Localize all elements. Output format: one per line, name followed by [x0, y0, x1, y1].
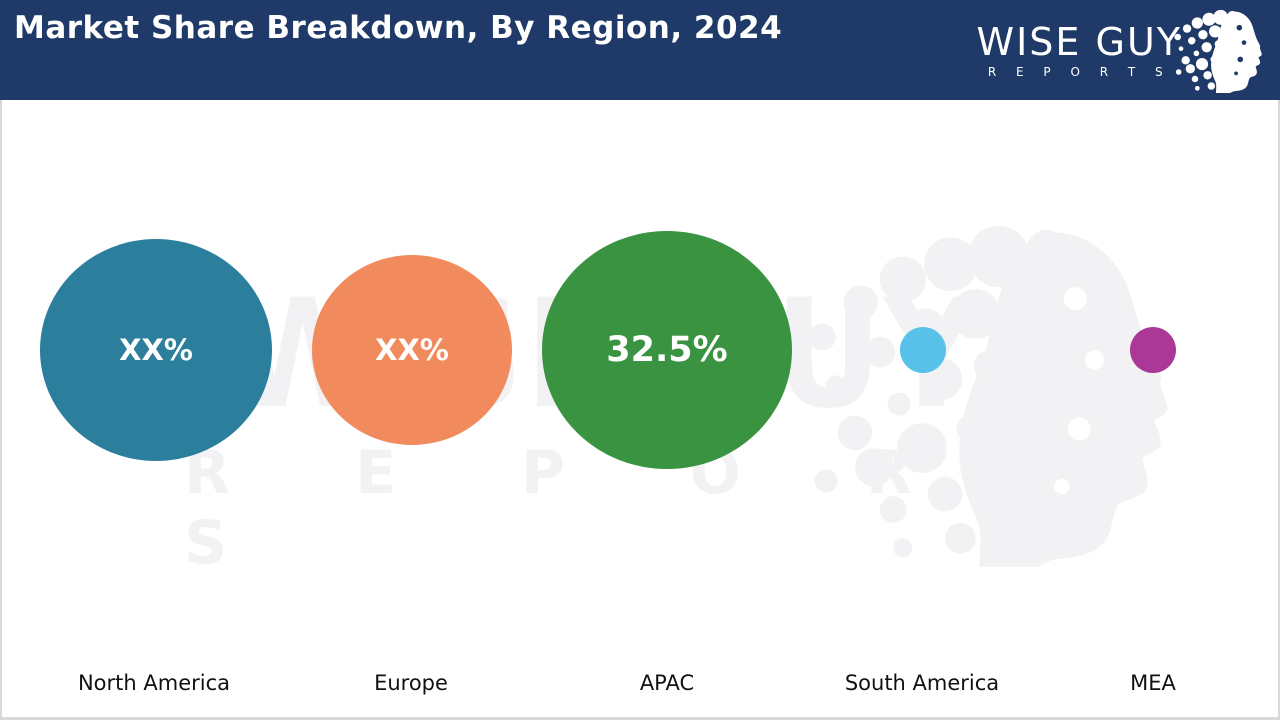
category-label-europe: Europe — [374, 671, 448, 695]
category-label-apac: APAC — [639, 671, 695, 695]
logo-text: WISE GUY R E P O R T S — [976, 20, 1182, 79]
bubble-mea — [1130, 327, 1176, 373]
bubble-south-america — [900, 327, 946, 373]
page-title: Market Share Breakdown, By Region, 2024 — [14, 10, 783, 46]
chart-area: WISE GUY R E P O R T S XX% XX% 32.5% Nor… — [0, 100, 1280, 720]
bubble-europe: XX% — [312, 255, 512, 445]
wise-guy-logo: WISE GUY R E P O R T S — [977, 8, 1264, 94]
watermark-head-icon — [808, 225, 1168, 567]
wise-guy-head-icon — [1174, 9, 1262, 93]
category-label-mea: MEA — [1130, 671, 1176, 695]
bubble-apac: 32.5% — [542, 231, 792, 469]
bubble-value-europe: XX% — [375, 333, 449, 367]
bubble-value-north-america: XX% — [119, 333, 193, 367]
bubble-value-apac: 32.5% — [606, 330, 728, 370]
logo-subtitle: R E P O R T S — [987, 64, 1171, 79]
category-label-south-america: South America — [844, 671, 1000, 695]
bubble-north-america: XX% — [40, 239, 272, 461]
header-bar: Market Share Breakdown, By Region, 2024 … — [0, 0, 1280, 100]
category-label-north-america: North America — [77, 671, 231, 695]
logo-wordmark: WISE GUY — [976, 20, 1182, 65]
